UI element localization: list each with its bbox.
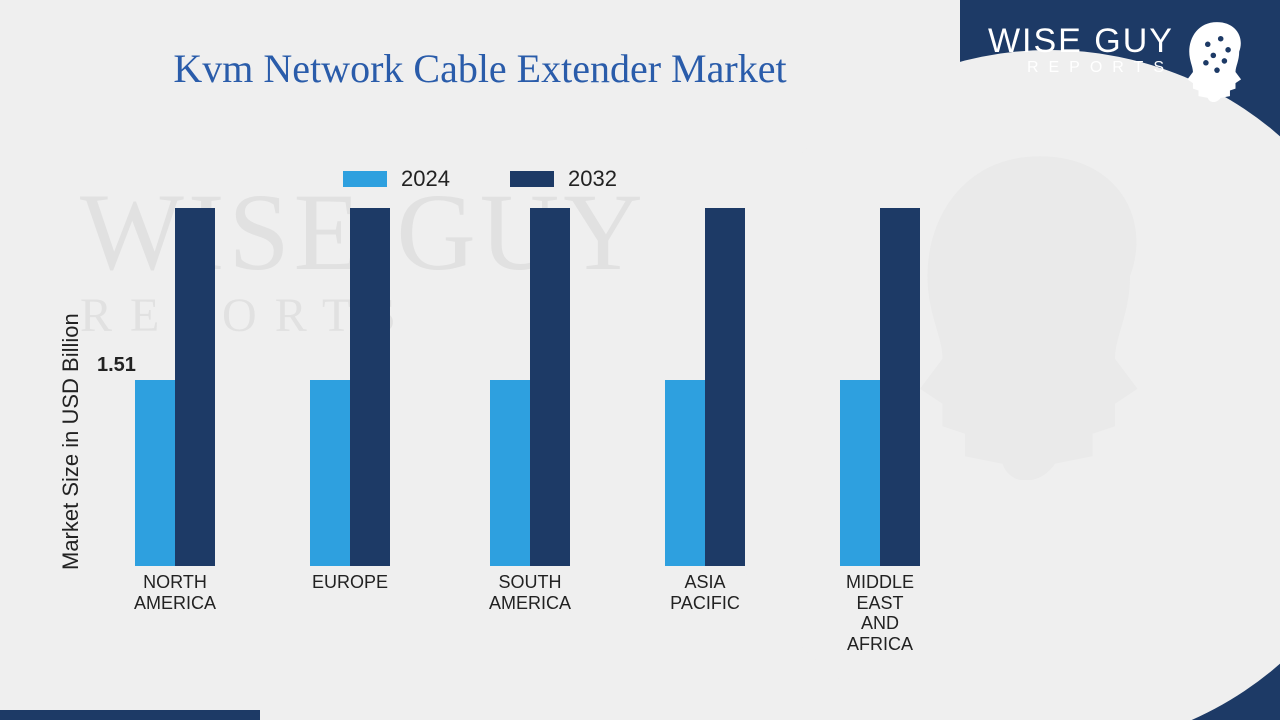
plot-area: NORTHAMERICAEUROPESOUTHAMERICAASIAPACIFI… <box>110 196 940 566</box>
bar-group <box>820 208 940 566</box>
bar-group <box>115 208 235 566</box>
bar-2032 <box>350 208 390 566</box>
bar-2024 <box>310 380 350 566</box>
category-label: SOUTHAMERICA <box>460 572 600 613</box>
logo-line2: REPORTS <box>988 60 1174 76</box>
bottom-accent-bar <box>0 710 260 720</box>
category-label: ASIAPACIFIC <box>635 572 775 613</box>
logo-line1: WISE GUY <box>988 24 1174 58</box>
bar-2032 <box>175 208 215 566</box>
legend-item-2024: 2024 <box>343 166 450 192</box>
bar-group <box>470 208 590 566</box>
chart-title: Kvm Network Cable Extender Market <box>0 45 960 92</box>
bar-2024 <box>665 380 705 566</box>
bar-2032 <box>530 208 570 566</box>
category-label: NORTHAMERICA <box>105 572 245 613</box>
bar-group <box>290 208 410 566</box>
category-label: MIDDLEEASTANDAFRICA <box>810 572 950 655</box>
bar-2032 <box>880 208 920 566</box>
bar-2024 <box>490 380 530 566</box>
bar-2024 <box>840 380 880 566</box>
bar-group <box>645 208 765 566</box>
logo-head-icon <box>1180 18 1254 102</box>
bar-2024 <box>135 380 175 566</box>
category-label: EUROPE <box>280 572 420 593</box>
legend-label-2032: 2032 <box>568 166 617 192</box>
legend: 2024 2032 <box>0 166 960 192</box>
bar-2032 <box>705 208 745 566</box>
legend-swatch-2032 <box>510 171 554 187</box>
legend-item-2032: 2032 <box>510 166 617 192</box>
y-axis-label: Market Size in USD Billion <box>58 313 84 570</box>
legend-label-2024: 2024 <box>401 166 450 192</box>
bar-value-label: 1.51 <box>97 354 136 377</box>
legend-swatch-2024 <box>343 171 387 187</box>
chart-canvas: WISE GUY REPORTS Kvm Network Cable Exten… <box>0 0 1280 720</box>
